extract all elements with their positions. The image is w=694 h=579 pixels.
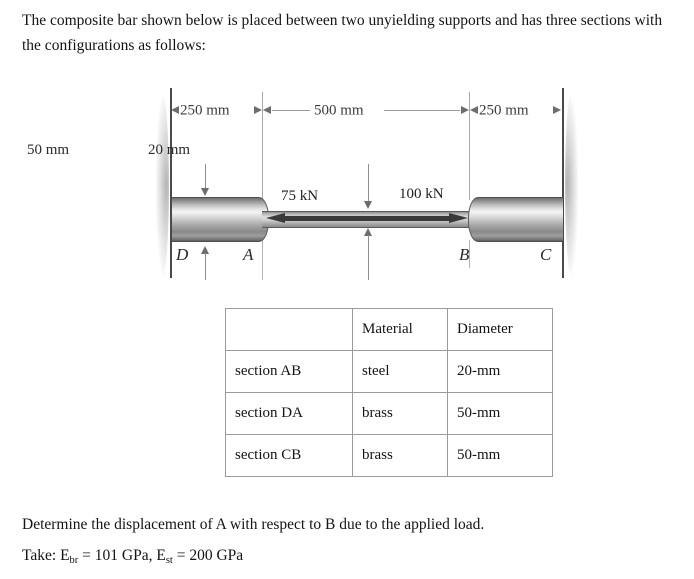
- table-row: section AB steel 20-mm: [225, 350, 553, 393]
- cell-material: brass: [352, 434, 448, 477]
- force-arrow-100kn-head: [449, 213, 468, 223]
- table-header-material: Material: [352, 308, 448, 351]
- dim-arrow-left-250-end: [254, 105, 262, 114]
- diameter-20-arrow-down: [364, 201, 372, 209]
- diameter-50-line-bottom: [205, 253, 206, 280]
- diameter-50-line-top: [205, 164, 206, 189]
- cell-material: brass: [352, 392, 448, 435]
- table-header-row: Material Diameter: [225, 308, 553, 351]
- dim-arrow-right-250-start: [470, 105, 478, 114]
- point-label-b: B: [459, 245, 470, 264]
- force-arrow-75kn-shaft: [283, 216, 370, 221]
- diameter-20-arrow-up: [364, 228, 372, 236]
- dim-arrow-mid-500-end: [461, 105, 469, 114]
- force-arrow-100kn-shaft: [370, 216, 451, 221]
- table-header-section: [225, 308, 353, 351]
- table-row: section CB brass 50-mm: [225, 434, 553, 477]
- material-constants: Take: Ebr = 101 GPa, Est = 200 GPa: [22, 547, 244, 566]
- right-support-shadow: [565, 94, 578, 276]
- extension-line-b: [469, 92, 470, 200]
- force-arrow-75kn-head: [266, 213, 285, 223]
- cell-material: steel: [352, 350, 448, 393]
- left-support-shadow: [156, 94, 169, 276]
- section-specification-table: Material Diameter section AB steel 20-mm…: [225, 308, 553, 477]
- dim-arrow-right-250-end: [553, 105, 561, 114]
- cell-diameter: 50-mm: [447, 434, 553, 477]
- diameter-50-arrow-down: [201, 188, 209, 196]
- diameter-20-line-top: [368, 164, 369, 202]
- dim-label-mid-500: 500 mm: [314, 102, 364, 119]
- dim-label-right-250: 250 mm: [479, 102, 529, 119]
- dim-line-mid-left: [272, 110, 310, 111]
- diameter-label-20mm: 20 mm: [148, 142, 191, 158]
- extension-line-a-lower: [262, 240, 263, 280]
- extension-line-a: [262, 92, 263, 200]
- diameter-50-arrow-up: [201, 246, 209, 254]
- cell-section: section CB: [225, 434, 353, 477]
- left-support-wall: [170, 88, 172, 278]
- brass-cylinder-cb: [468, 197, 563, 242]
- diameter-label-50mm: 50 mm: [27, 142, 70, 158]
- point-label-d: D: [176, 245, 189, 264]
- force-label-100kn: 100 kN: [399, 186, 444, 202]
- problem-statement: The composite bar shown below is placed …: [22, 12, 663, 54]
- point-label-a: A: [243, 245, 254, 264]
- force-arrow-75kn: [266, 213, 370, 224]
- brass-cylinder-da: [172, 197, 269, 242]
- cell-diameter: 20-mm: [447, 350, 553, 393]
- take-end: = 200 GPa: [172, 547, 244, 564]
- force-arrow-100kn: [370, 213, 468, 224]
- right-support-wall: [562, 88, 564, 278]
- table-header-diameter: Diameter: [447, 308, 553, 351]
- force-label-75kn: 75 kN: [281, 188, 319, 204]
- take-middle: = 101 GPa, E: [78, 547, 166, 564]
- take-prefix: Take: E: [22, 547, 70, 564]
- subscript-br: br: [69, 555, 79, 566]
- dim-arrow-mid-500-start: [263, 105, 271, 114]
- table-row: section DA brass 50-mm: [225, 392, 553, 435]
- problem-question: Determine the displacement of A with res…: [22, 516, 485, 533]
- composite-bar-figure: 250 mm 500 mm 250 mm 50 mm 20 mm 75 kN: [0, 80, 694, 285]
- dim-label-left-250: 250 mm: [180, 102, 230, 119]
- diameter-20-line-bottom: [368, 235, 369, 280]
- dim-arrow-left-250-start: [171, 105, 179, 114]
- cell-diameter: 50-mm: [447, 392, 553, 435]
- extension-line-b-lower: [469, 240, 470, 268]
- cell-section: section AB: [225, 350, 353, 393]
- cell-section: section DA: [225, 392, 353, 435]
- point-label-c: C: [540, 245, 552, 264]
- subscript-st: st: [165, 555, 173, 566]
- dim-line-mid-right: [384, 110, 460, 111]
